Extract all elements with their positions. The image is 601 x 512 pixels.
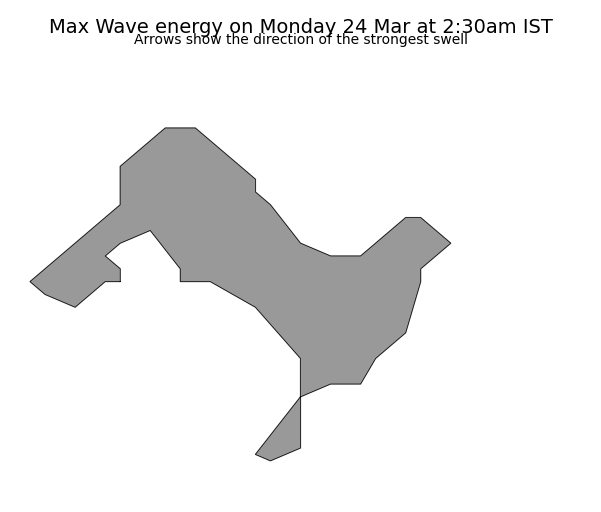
Text: Max Wave energy on Monday 24 Mar at 2:30am IST: Max Wave energy on Monday 24 Mar at 2:30… bbox=[49, 18, 552, 37]
Polygon shape bbox=[30, 128, 451, 461]
Text: Arrows show the direction of the strongest swell: Arrows show the direction of the stronge… bbox=[133, 33, 468, 47]
